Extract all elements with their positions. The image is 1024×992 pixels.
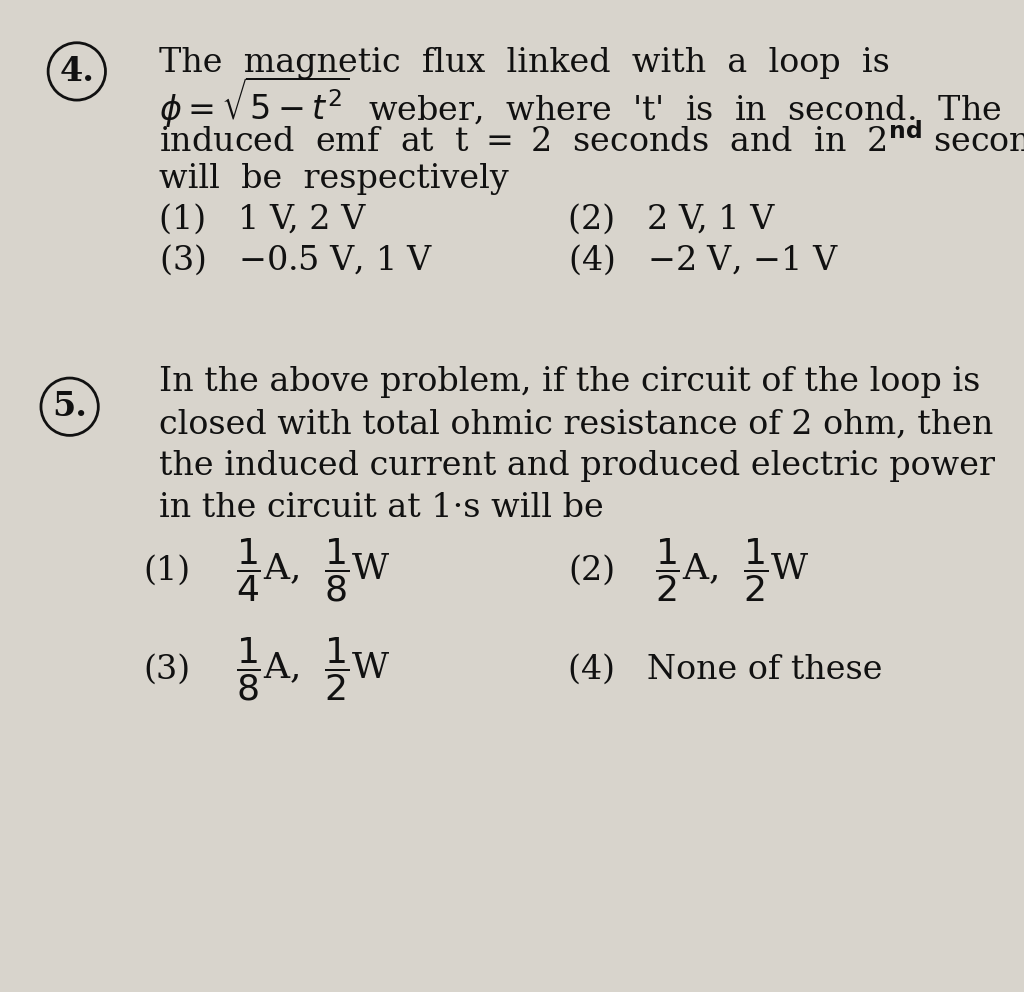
Text: (2)   2 V, 1 V: (2) 2 V, 1 V [568, 204, 774, 236]
Text: (4)   $-$2 V, $-$1 V: (4) $-$2 V, $-$1 V [568, 243, 839, 277]
Text: (3)   $-$0.5 V, 1 V: (3) $-$0.5 V, 1 V [159, 243, 433, 277]
Text: induced  emf  at  t $=$ 2  seconds  and  in  2$^{\mathbf{nd}}$ second: induced emf at t $=$ 2 seconds and in 2$… [159, 123, 1024, 159]
Text: $\dfrac{1}{4}$A,  $\dfrac{1}{8}$W: $\dfrac{1}{4}$A, $\dfrac{1}{8}$W [236, 537, 390, 604]
Text: $\dfrac{1}{2}$A,  $\dfrac{1}{2}$W: $\dfrac{1}{2}$A, $\dfrac{1}{2}$W [655, 537, 810, 604]
Text: (1): (1) [143, 555, 190, 586]
Text: (2): (2) [568, 555, 615, 586]
Text: in the circuit at 1·s will be: in the circuit at 1·s will be [159, 492, 603, 524]
Text: $\phi = \sqrt{5 - t^2}$  weber,  where  't'  is  in  second.  The: $\phi = \sqrt{5 - t^2}$ weber, where 't'… [159, 73, 1001, 129]
Text: 4.: 4. [59, 55, 94, 88]
Text: $\dfrac{1}{8}$A,  $\dfrac{1}{2}$W: $\dfrac{1}{8}$A, $\dfrac{1}{2}$W [236, 636, 390, 703]
Text: will  be  respectively: will be respectively [159, 163, 509, 194]
Text: (3): (3) [143, 654, 190, 685]
Text: the induced current and produced electric power: the induced current and produced electri… [159, 450, 994, 482]
Text: (4)   None of these: (4) None of these [568, 654, 883, 685]
Text: The  magnetic  flux  linked  with  a  loop  is: The magnetic flux linked with a loop is [159, 48, 890, 79]
Text: In the above problem, if the circuit of the loop is: In the above problem, if the circuit of … [159, 366, 980, 398]
Text: (1)   1 V, 2 V: (1) 1 V, 2 V [159, 204, 365, 236]
Text: 5.: 5. [52, 390, 87, 424]
Text: closed with total ohmic resistance of 2 ohm, then: closed with total ohmic resistance of 2 … [159, 409, 993, 440]
